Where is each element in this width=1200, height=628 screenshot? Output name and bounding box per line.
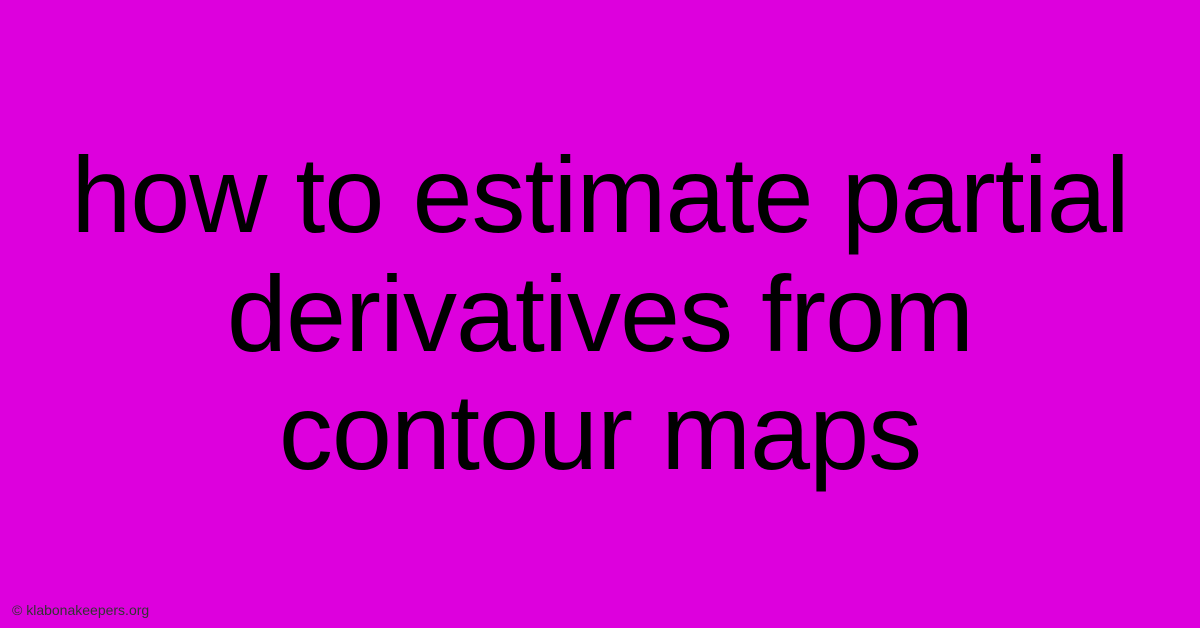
attribution-text: © klabonakeepers.org: [12, 602, 149, 618]
banner-container: how to estimate partial derivatives from…: [0, 0, 1200, 628]
headline-text: how to estimate partial derivatives from…: [40, 136, 1160, 492]
